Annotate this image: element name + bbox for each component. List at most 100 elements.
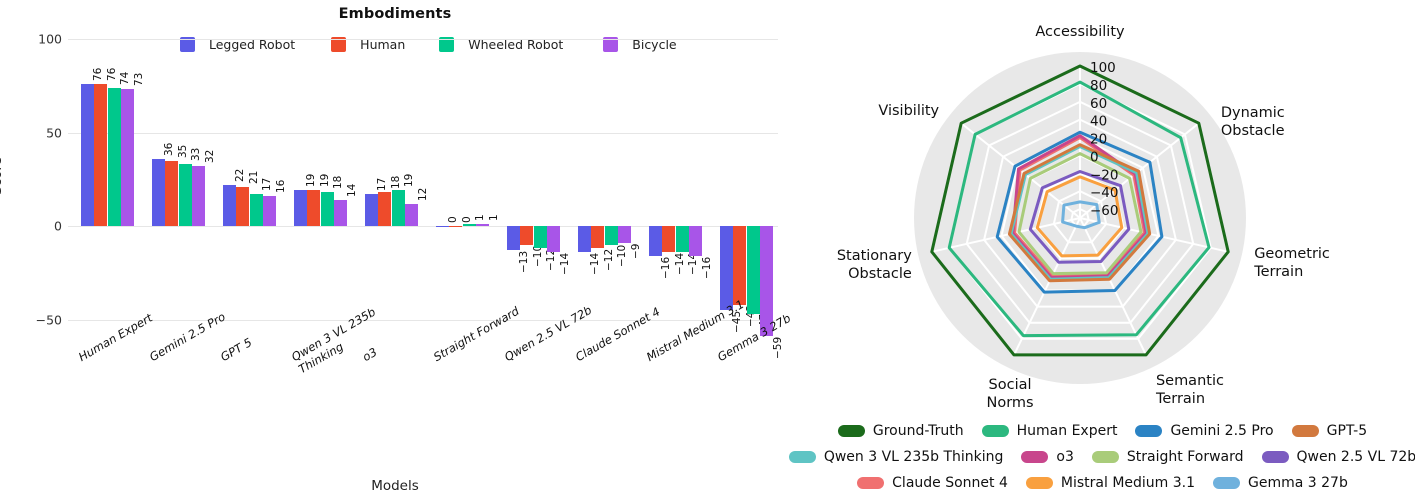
radar-legend-item[interactable]: Qwen 2.5 VL 72b — [1261, 449, 1415, 465]
radar-legend-item[interactable]: Qwen 3 VL 235b Thinking — [788, 449, 1004, 465]
radar-legend-label: Gemma 3 27b — [1248, 475, 1348, 491]
bar[interactable] — [249, 194, 263, 226]
bar[interactable] — [760, 226, 773, 337]
radar-legend-swatch — [981, 425, 1009, 437]
bar[interactable] — [720, 226, 733, 311]
radar-series-polygon[interactable] — [1011, 134, 1148, 280]
radar-legend-item[interactable]: Gemini 2.5 Pro — [1135, 423, 1274, 439]
bar[interactable] — [307, 190, 321, 226]
radar-series-polygon[interactable] — [1007, 143, 1152, 283]
bar[interactable] — [81, 83, 94, 226]
bar[interactable] — [533, 226, 547, 249]
bar-value-label: 76 — [105, 67, 118, 81]
bar-legend-item[interactable]: Wheeled Robot — [439, 36, 563, 52]
bar[interactable] — [547, 226, 560, 253]
bar-legend-item[interactable]: Human — [331, 36, 405, 52]
radar-legend-swatch — [1213, 477, 1241, 489]
radar-series-polygon[interactable] — [1035, 175, 1124, 258]
radar-legend-item[interactable]: Human Expert — [981, 423, 1117, 439]
bar[interactable] — [94, 83, 108, 226]
bar[interactable] — [107, 87, 121, 226]
bar[interactable] — [320, 192, 334, 226]
bar-value-label: −59 — [771, 336, 784, 359]
bar-legend-item[interactable]: Bicycle — [603, 36, 677, 52]
radar-legend-item[interactable]: o3 — [1021, 449, 1074, 465]
bar-chart-panel: Embodiments Legged Robot Human Wheeled Rob… — [0, 6, 793, 494]
radar-legend-item[interactable]: Gemma 3 27b — [1213, 475, 1348, 491]
bar-value-label: −14 — [673, 252, 686, 275]
radar-legend-label: Qwen 3 VL 235b Thinking — [823, 449, 1004, 465]
bar-y-tick-label: 0 — [54, 218, 62, 234]
bar[interactable] — [507, 226, 520, 251]
bar-legend-swatch — [331, 36, 347, 52]
bar[interactable] — [578, 226, 591, 253]
radar-series-polygon[interactable] — [930, 64, 1230, 357]
bar[interactable] — [675, 226, 689, 253]
radar-spoke — [931, 217, 1081, 253]
bar[interactable] — [378, 192, 392, 226]
bar-value-label: −12 — [602, 248, 615, 272]
bar-y-tick-label: −50 — [35, 312, 62, 327]
radar-legend-item[interactable]: Claude Sonnet 4 — [857, 475, 1008, 491]
bar[interactable] — [165, 160, 179, 226]
radar-series-polygon[interactable] — [1061, 200, 1101, 230]
bar[interactable] — [236, 186, 250, 226]
radar-axis-label-line: Geometric — [1254, 246, 1330, 262]
bar[interactable] — [449, 226, 463, 227]
radar-r-tick-label: 100 — [1090, 60, 1116, 76]
radar-legend-label: o3 — [1056, 449, 1074, 465]
radar-legend-item[interactable]: Ground-Truth — [837, 423, 964, 439]
radar-axis-label-line: Stationary — [837, 248, 912, 264]
bar[interactable] — [391, 190, 405, 226]
radar-legend-item[interactable]: Mistral Medium 3.1 — [1025, 475, 1195, 491]
radar-series-polygon[interactable] — [1013, 136, 1146, 278]
bar[interactable] — [746, 226, 760, 314]
bar[interactable] — [263, 196, 276, 226]
radar-legend-swatch — [857, 477, 885, 489]
bar[interactable] — [649, 226, 662, 256]
bar-value-label: 18 — [332, 175, 345, 190]
bar[interactable] — [334, 199, 347, 226]
radar-legend-swatch — [837, 425, 865, 437]
radar-legend-row: Qwen 3 VL 235b Thinking o3 Straight Forwar… — [788, 444, 1415, 470]
bar[interactable] — [689, 226, 702, 256]
bar[interactable] — [365, 194, 378, 226]
bar[interactable] — [618, 226, 631, 243]
bar[interactable] — [462, 224, 476, 226]
bar[interactable] — [520, 226, 534, 245]
radar-series-polygon[interactable] — [947, 80, 1211, 338]
radar-legend-item[interactable]: GPT-5 — [1291, 423, 1367, 439]
bar[interactable] — [591, 226, 605, 249]
radar-series-polygon[interactable] — [995, 130, 1164, 294]
radar-axis-label-line: Semantic — [1156, 373, 1224, 389]
radar-axis-label-line: Visibility — [878, 103, 939, 119]
radar-axis-label: Accessibility — [1035, 24, 1125, 40]
radar-gridline — [1052, 190, 1108, 244]
bar[interactable] — [192, 166, 205, 226]
bar[interactable] — [476, 224, 489, 226]
radar-series-polygon[interactable] — [1017, 152, 1143, 276]
bar[interactable] — [436, 226, 449, 227]
bar[interactable] — [152, 158, 165, 226]
bar[interactable] — [604, 226, 618, 245]
radar-axis-label: Geometric Terrain — [1253, 246, 1330, 280]
bar[interactable] — [178, 164, 192, 226]
radar-series-polygon[interactable] — [1028, 170, 1131, 264]
radar-legend-row: Ground-Truth Human Expert Gemini 2.5 Pro GP… — [790, 418, 1415, 444]
bar-value-label: 21 — [247, 170, 260, 184]
radar-legend-item[interactable]: Straight Forward — [1091, 449, 1244, 465]
radar-axis-label-line: Social — [989, 377, 1032, 393]
bar[interactable] — [662, 226, 676, 253]
bar-y-axis-label: Score — [0, 157, 5, 195]
bar[interactable] — [294, 190, 307, 226]
bar[interactable] — [223, 184, 236, 226]
radar-axis-label-line: Terrain — [1155, 391, 1205, 407]
bar[interactable] — [405, 203, 418, 226]
bar-legend-item[interactable]: Legged Robot — [180, 36, 295, 52]
bar[interactable] — [121, 89, 134, 226]
bar-x-tick-label: GPT 5 — [218, 335, 254, 364]
bar-value-label: 17 — [261, 177, 274, 192]
bar-value-label: 74 — [119, 71, 132, 85]
radar-series-polygon[interactable] — [1009, 145, 1150, 281]
bar[interactable] — [733, 226, 747, 305]
